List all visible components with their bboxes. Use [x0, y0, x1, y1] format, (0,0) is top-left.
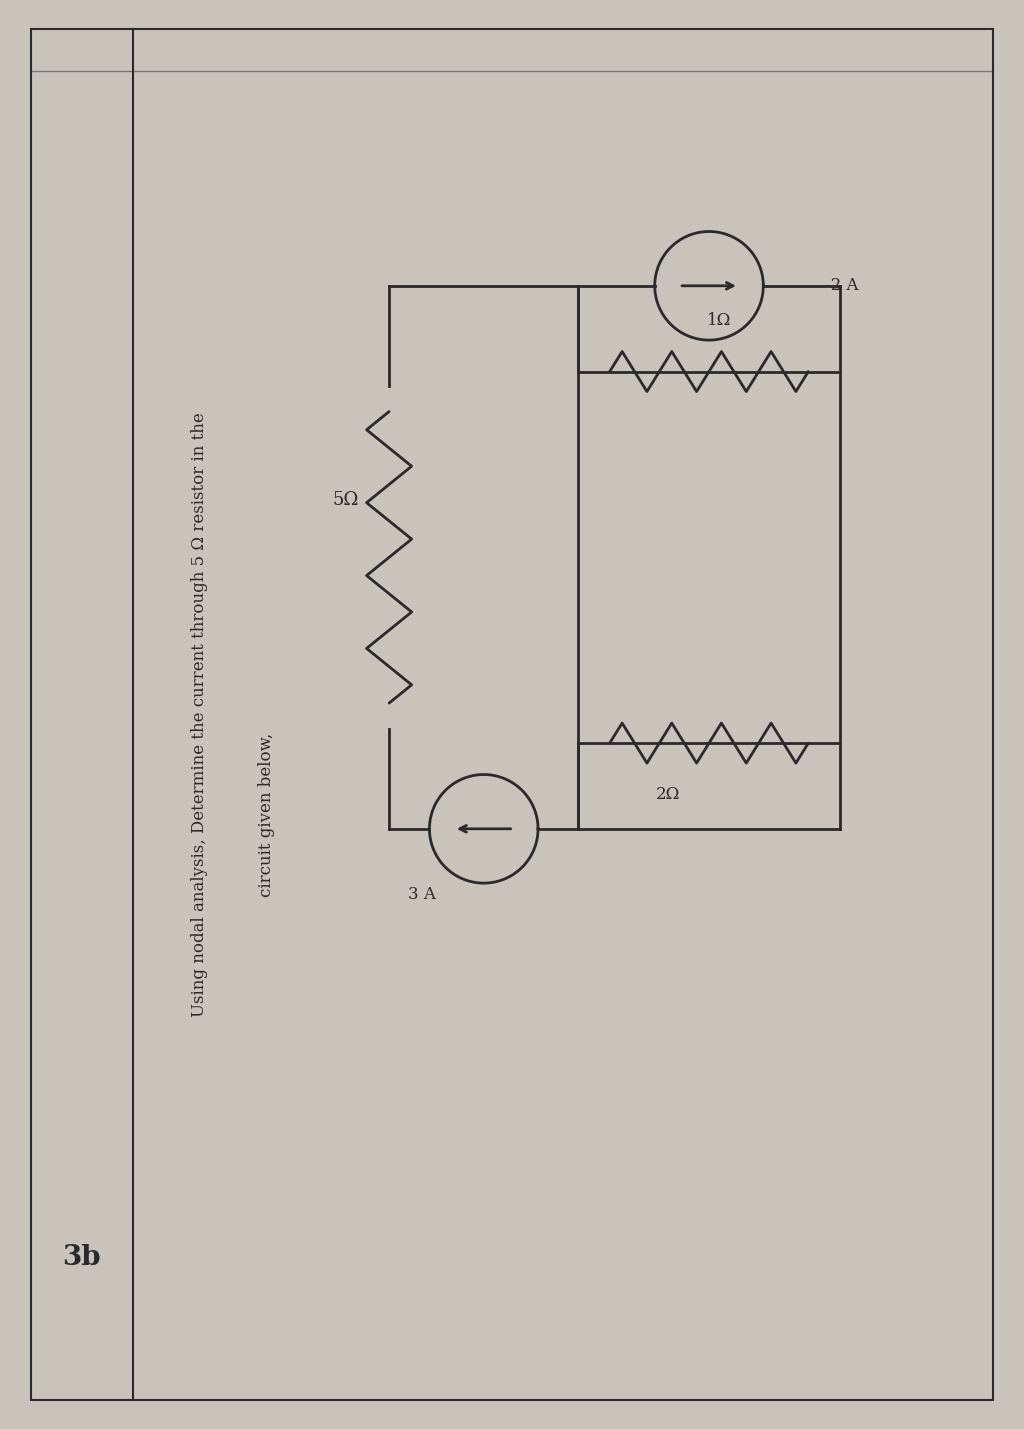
- Text: 3b: 3b: [62, 1245, 101, 1270]
- Text: 2Ω: 2Ω: [655, 786, 680, 803]
- Text: Using nodal analysis, Determine the current through 5 Ω resistor in the: Using nodal analysis, Determine the curr…: [191, 412, 208, 1017]
- Text: 1Ω: 1Ω: [707, 312, 731, 329]
- Text: -2 A: -2 A: [824, 277, 858, 294]
- Text: circuit given below,: circuit given below,: [258, 733, 274, 896]
- Text: 3 A: 3 A: [409, 886, 436, 903]
- Text: 5Ω: 5Ω: [332, 492, 358, 509]
